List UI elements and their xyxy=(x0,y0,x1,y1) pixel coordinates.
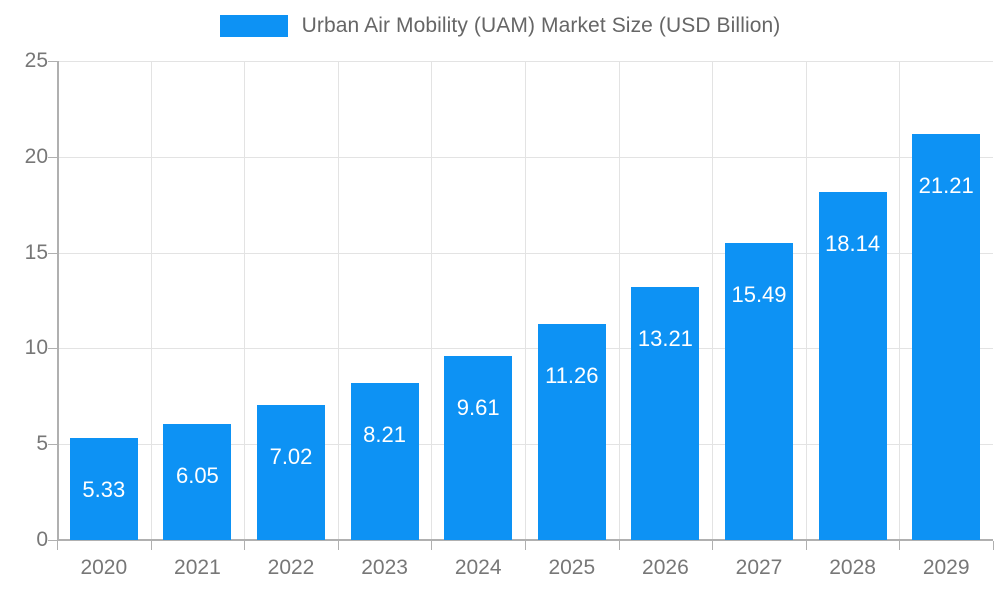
legend-label: Urban Air Mobility (UAM) Market Size (US… xyxy=(301,14,781,37)
y-axis-tick-labels: 0 5 10 15 20 25 xyxy=(0,0,48,600)
gridline-vertical xyxy=(525,61,526,540)
bar-value-label: 18.14 xyxy=(825,231,881,257)
bar[interactable] xyxy=(163,424,231,540)
gridline-vertical xyxy=(338,61,339,540)
x-axis-tick-label: 2024 xyxy=(454,556,502,579)
bar[interactable] xyxy=(631,286,699,540)
bar-value-label: 6.05 xyxy=(175,463,219,489)
x-axis-tick-label: 2026 xyxy=(642,556,689,579)
y-axis-tick-mark xyxy=(48,252,57,254)
x-axis-tick-mark xyxy=(57,541,58,550)
bar[interactable] xyxy=(257,405,325,540)
x-axis-tick-mark xyxy=(619,541,620,550)
gridline-vertical xyxy=(619,61,620,540)
x-axis-tick-mark xyxy=(244,541,245,550)
bar-value-label: 21.21 xyxy=(918,172,974,198)
x-axis-tick-label: 2022 xyxy=(267,556,315,579)
bar-value-label: 7.02 xyxy=(269,444,313,470)
bar[interactable] xyxy=(444,355,512,540)
bar[interactable] xyxy=(819,192,887,540)
x-axis-tick-label: 2023 xyxy=(361,556,408,579)
legend-item-uam-market-size[interactable]: Urban Air Mobility (UAM) Market Size (US… xyxy=(219,14,781,38)
gridline-vertical xyxy=(899,61,900,540)
y-axis-line xyxy=(57,61,59,540)
chart-legend: Urban Air Mobility (UAM) Market Size (US… xyxy=(0,0,1000,52)
x-axis-tick-mark xyxy=(712,541,713,550)
gridline-vertical xyxy=(806,61,807,540)
x-axis-tick-label: 2020 xyxy=(80,556,128,579)
x-axis-tick-label: 2021 xyxy=(174,556,221,579)
y-axis-tick-label: 15 xyxy=(24,240,48,264)
x-axis-tick-label: 2028 xyxy=(829,556,876,579)
bar[interactable] xyxy=(725,243,793,540)
y-axis-tick-mark xyxy=(48,61,57,62)
gridline-vertical xyxy=(244,61,245,540)
y-axis-tick-mark xyxy=(48,156,57,158)
x-axis-tick-mark xyxy=(806,541,807,550)
bar[interactable] xyxy=(538,324,606,540)
bar-value-label: 5.33 xyxy=(82,476,126,502)
x-axis-line xyxy=(57,539,993,541)
bar[interactable] xyxy=(351,382,419,540)
x-axis-tick-mark xyxy=(525,541,526,550)
x-axis-tick-label: 2025 xyxy=(548,556,596,579)
y-axis-tick-mark xyxy=(48,540,57,541)
y-axis-tick-mark xyxy=(48,348,57,350)
y-axis-tick-label: 10 xyxy=(24,336,48,360)
bar-value-label: 15.49 xyxy=(731,282,787,308)
legend-swatch-icon xyxy=(219,15,288,37)
bar-value-label: 8.21 xyxy=(363,421,407,447)
bar-value-label: 11.26 xyxy=(545,363,599,389)
y-axis-tick-mark xyxy=(48,444,57,446)
y-axis-tick-label: 25 xyxy=(24,49,48,72)
x-axis-tick-label: 2029 xyxy=(922,556,970,579)
bar[interactable] xyxy=(912,133,980,540)
gridline-vertical xyxy=(431,61,432,540)
y-axis-tick-label: 20 xyxy=(24,144,48,168)
x-axis-tick-mark xyxy=(151,541,152,550)
bar-value-label: 9.61 xyxy=(456,394,500,420)
bar[interactable] xyxy=(70,437,138,540)
y-axis-tick-label: 0 xyxy=(36,528,48,551)
gridline-vertical xyxy=(712,61,713,540)
bar-value-label: 13.21 xyxy=(637,325,693,351)
x-axis-tick-label: 2027 xyxy=(735,556,783,579)
x-axis-tick-mark xyxy=(431,541,432,550)
plot-area xyxy=(57,61,993,541)
gridline-vertical xyxy=(151,61,152,540)
x-axis-tick-mark xyxy=(899,541,900,550)
x-axis-tick-mark xyxy=(338,541,339,550)
y-axis-tick-label: 5 xyxy=(36,432,48,456)
x-axis-tick-mark xyxy=(993,541,994,550)
